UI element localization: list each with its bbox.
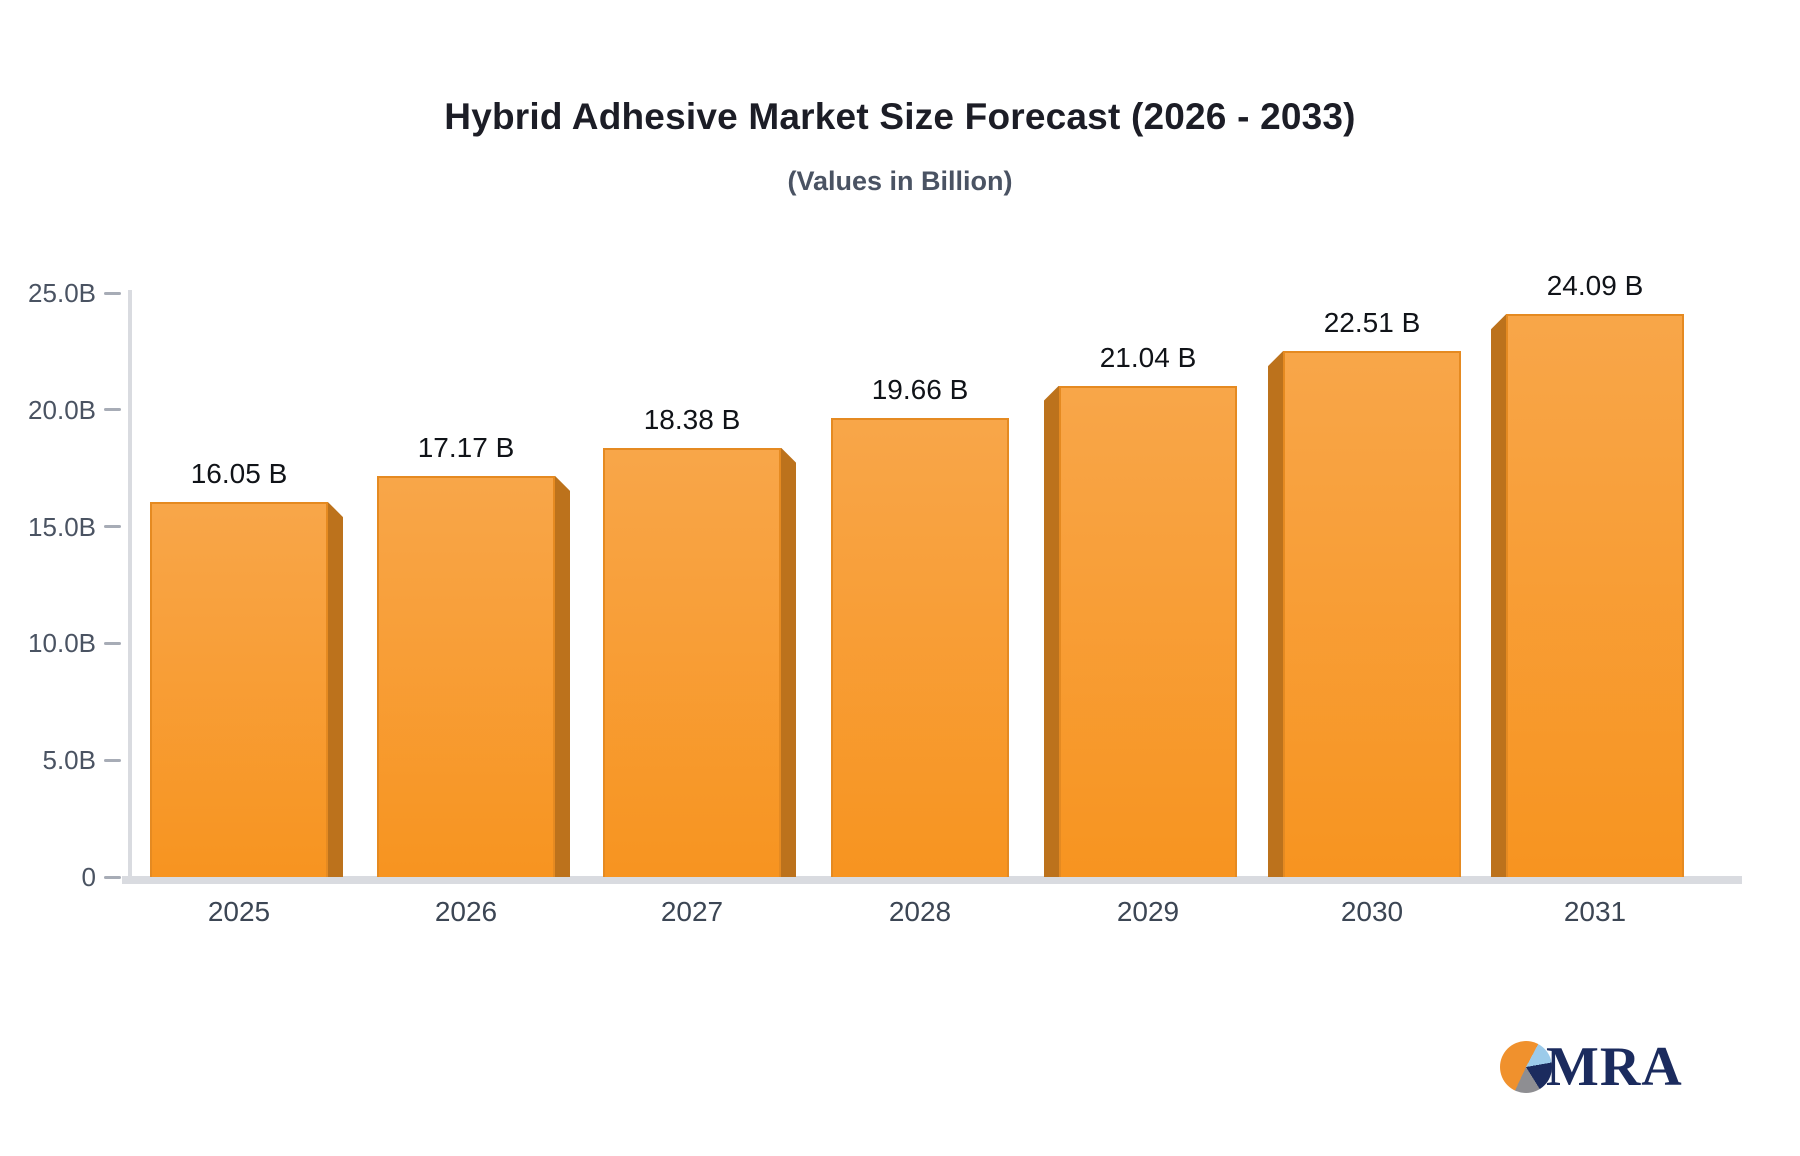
bar-2028[interactable] (831, 417, 1009, 877)
logo-text: MRA (1546, 1036, 1683, 1098)
y-axis-tick-label: 10.0B (28, 628, 96, 659)
y-axis-tick (104, 408, 121, 412)
bar-value-label: 16.05 B (190, 458, 288, 490)
bar-value-label: 19.66 B (871, 373, 969, 405)
y-axis-tick (104, 758, 121, 762)
x-axis-label-2027: 2027 (660, 896, 724, 927)
bar-2030[interactable] (1283, 351, 1461, 877)
y-axis-tick-label: 20.0B (28, 394, 96, 425)
cagr-badge: CAGR: 7.00% (788, 258, 1062, 326)
y-axis-tick (104, 291, 121, 295)
bar-2029[interactable] (1059, 385, 1237, 877)
y-axis-line (128, 290, 132, 880)
bar-value-label: 22.51 B (1323, 307, 1421, 339)
bar-2031[interactable] (1506, 314, 1684, 877)
chart-subtitle: (Values in Billion) (787, 166, 1013, 196)
x-axis-label-2030: 2030 (1340, 896, 1404, 927)
y-axis-tick-label: 15.0B (28, 511, 96, 542)
bar-side-face[interactable] (328, 502, 343, 877)
y-axis-tick (104, 875, 121, 879)
x-axis-label-2026: 2026 (434, 896, 498, 927)
bar-2025[interactable] (150, 502, 328, 877)
bar-value-label: 18.38 B (643, 403, 741, 435)
bar-side-face[interactable] (1268, 351, 1283, 877)
brand-logo: MRA (1500, 1032, 1720, 1102)
y-axis-tick (104, 525, 121, 529)
bar-value-label: 21.04 B (1099, 341, 1197, 373)
x-axis-label-2031: 2031 (1563, 896, 1627, 927)
y-axis-tick (104, 641, 121, 645)
x-axis-line (122, 876, 1742, 884)
pie-chart-icon (1500, 1041, 1552, 1093)
x-axis-label-2028: 2028 (888, 896, 952, 927)
x-axis-label-2029: 2029 (1116, 896, 1180, 927)
page-title: Hybrid Adhesive Market Size Forecast (20… (444, 96, 1356, 137)
y-axis-tick-label: 5.0B (42, 745, 97, 776)
bar-value-label: 17.17 B (417, 431, 515, 463)
bar-value-label: 24.09 B (1546, 270, 1644, 302)
bar-2026[interactable] (377, 475, 555, 877)
cagr-badge-label: CAGR: 7.00% (827, 275, 1023, 308)
bar-side-face[interactable] (781, 447, 796, 877)
bar-2027[interactable] (603, 447, 781, 877)
bar-side-face[interactable] (555, 475, 570, 877)
bar-side-face[interactable] (1491, 314, 1506, 877)
x-axis-label-2025: 2025 (207, 896, 271, 927)
y-axis-tick-label: 0 (81, 862, 96, 892)
bar-side-face[interactable] (1044, 385, 1059, 877)
y-axis-tick-label: 25.0B (28, 278, 96, 308)
